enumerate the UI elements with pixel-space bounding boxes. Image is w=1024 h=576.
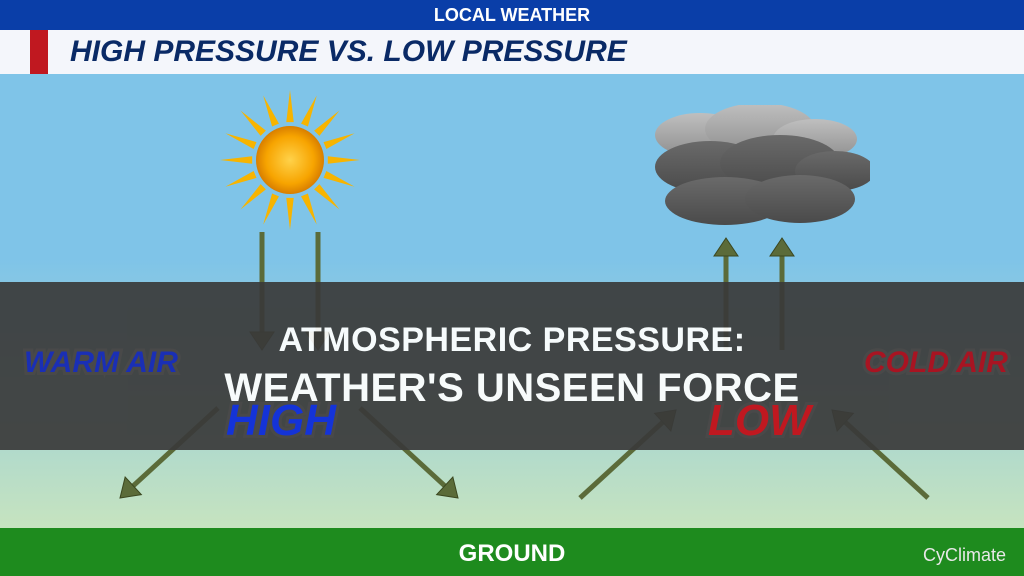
header-blue-bar: LOCAL WEATHER xyxy=(0,0,1024,30)
cold-air-label: COLD AIR COLD AIR xyxy=(864,346,1008,380)
header-red-accent xyxy=(30,30,48,74)
ground-label: GROUND xyxy=(0,540,1024,568)
diagram-root: LOCAL WEATHER HIGH PRESSURE VS. LOW PRES… xyxy=(0,0,1024,576)
header-blue-text: LOCAL WEATHER xyxy=(434,5,590,26)
header-white-text: HIGH PRESSURE VS. LOW PRESSURE xyxy=(70,35,627,69)
clouds-icon xyxy=(640,105,870,235)
low-label: LOW LOW xyxy=(708,396,811,446)
high-label: HIGH HIGH xyxy=(226,396,336,446)
sun-icon xyxy=(215,85,365,235)
overlay-line-1: ATMOSPHERIC PRESSURE: xyxy=(278,321,745,360)
warm-air-label: WARM AIR WARM AIR xyxy=(24,346,178,380)
watermark-text: CyClimate xyxy=(923,545,1006,566)
header-white-bar: HIGH PRESSURE VS. LOW PRESSURE xyxy=(0,30,1024,74)
